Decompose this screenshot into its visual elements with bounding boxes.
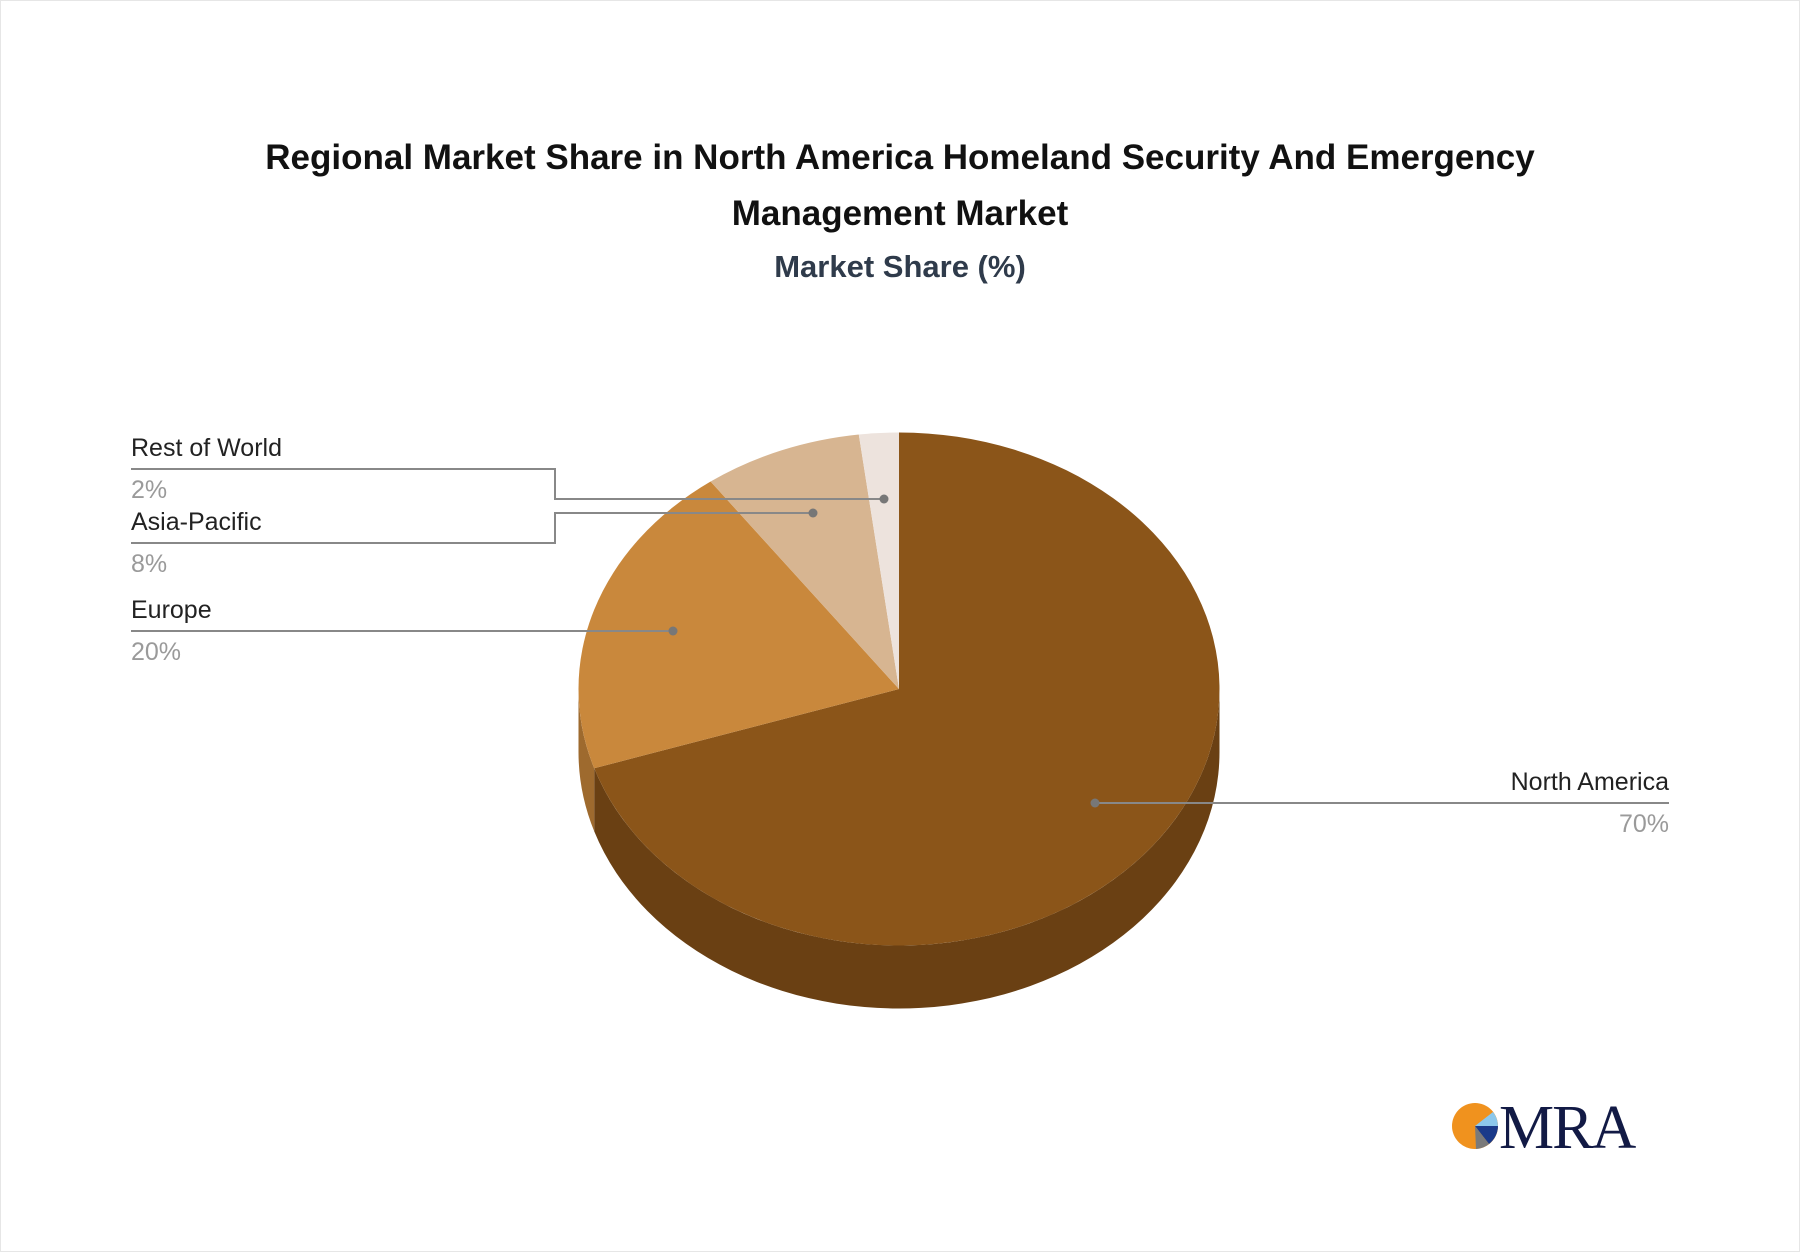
pie-top-faces: [578, 432, 1220, 946]
leader-rest-of-world: [131, 468, 884, 500]
pie-side-walls: [578, 689, 1220, 1009]
value-europe: 20%: [131, 638, 181, 666]
leader-dot-europe: [668, 626, 678, 636]
slice-europe[interactable]: [578, 481, 899, 769]
label-europe: Europe: [131, 596, 212, 624]
leader-dot-rest-of-world: [879, 494, 889, 504]
label-north-america: North America: [1511, 768, 1669, 796]
leader-lines: [131, 468, 1669, 808]
value-north-america: 70%: [1619, 810, 1669, 838]
chart-title-line1: Regional Market Share in North America H…: [265, 138, 1535, 177]
slice-labels: Rest of World 2% Asia-Pacific 8% Europe …: [131, 434, 1669, 838]
leader-asia-pacific: [131, 512, 813, 544]
value-rest-of-world: 2%: [131, 476, 167, 504]
mra-logo: MRA: [1452, 1094, 1638, 1162]
leader-dot-north-america: [1090, 798, 1100, 808]
slice-rest-of-world[interactable]: [858, 432, 899, 689]
logo-text: MRA: [1499, 1094, 1636, 1162]
slice-north-america[interactable]: [594, 432, 1220, 946]
label-asia-pacific: Asia-Pacific: [131, 508, 262, 536]
chart-title-line2: Management Market: [732, 194, 1069, 233]
label-rest-of-world: Rest of World: [131, 434, 282, 462]
value-asia-pacific: 8%: [131, 550, 167, 578]
chart-subtitle: Market Share (%): [774, 249, 1026, 284]
side-europe: [578, 689, 595, 832]
leader-dot-asia-pacific: [808, 508, 818, 518]
logo-pie-icon: [1452, 1103, 1498, 1149]
side-north-america: [594, 689, 1220, 1009]
